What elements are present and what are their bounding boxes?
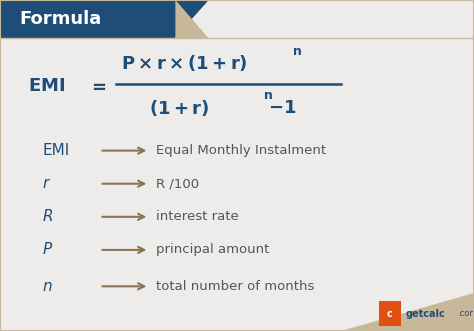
Text: getcalc: getcalc xyxy=(405,309,445,319)
FancyBboxPatch shape xyxy=(379,301,401,326)
Polygon shape xyxy=(175,0,209,38)
Polygon shape xyxy=(175,0,209,38)
Text: P: P xyxy=(43,242,52,258)
Text: R: R xyxy=(43,209,53,224)
Polygon shape xyxy=(175,0,209,38)
Text: $\mathbf{n}$: $\mathbf{n}$ xyxy=(263,89,273,102)
Text: R /100: R /100 xyxy=(156,177,200,190)
Text: principal amount: principal amount xyxy=(156,243,270,257)
Text: $\mathbf{=}$: $\mathbf{=}$ xyxy=(88,77,106,95)
Polygon shape xyxy=(341,293,474,331)
Text: total number of months: total number of months xyxy=(156,280,315,293)
Text: .com: .com xyxy=(457,309,474,318)
Text: Formula: Formula xyxy=(19,10,101,28)
Text: r: r xyxy=(43,176,49,191)
Text: c: c xyxy=(387,309,393,319)
Text: $\mathbf{- 1}$: $\mathbf{- 1}$ xyxy=(268,99,296,117)
Text: n: n xyxy=(43,279,52,294)
Text: $\mathbf{P \times r \times (1 + r)}$: $\mathbf{P \times r \times (1 + r)}$ xyxy=(121,53,247,73)
Text: interest rate: interest rate xyxy=(156,210,239,223)
Text: $\mathbf{EMI}$: $\mathbf{EMI}$ xyxy=(28,77,65,95)
Text: $\mathbf{(1 + r)}$: $\mathbf{(1 + r)}$ xyxy=(149,98,210,118)
Text: Equal Monthly Instalment: Equal Monthly Instalment xyxy=(156,144,327,157)
Text: EMI: EMI xyxy=(43,143,70,158)
FancyBboxPatch shape xyxy=(0,0,175,38)
Text: $\mathbf{n}$: $\mathbf{n}$ xyxy=(292,45,302,58)
